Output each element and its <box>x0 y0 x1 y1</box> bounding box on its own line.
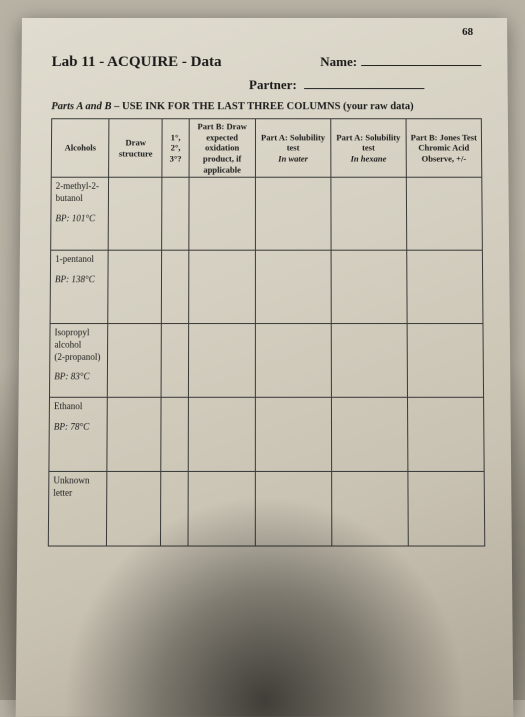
cell-draw[interactable] <box>108 177 162 250</box>
hdr-draw: Draw structure <box>109 119 162 178</box>
lab-title: Lab 11 - ACQUIRE - Data <box>52 54 222 71</box>
table-row: Ethanol BP: 78°C <box>49 397 484 471</box>
table-row: Unknown letter <box>48 472 484 547</box>
partner-blank[interactable] <box>304 88 424 89</box>
hdr-parta-hexane: Part A: Solubility test In hexane <box>331 119 407 178</box>
name-label: Name: <box>320 54 357 70</box>
cell-hexane[interactable] <box>331 324 407 398</box>
cell-water[interactable] <box>255 472 331 547</box>
cell-draw[interactable] <box>107 397 161 471</box>
cell-degree[interactable] <box>162 177 189 250</box>
table-body: 2-methyl-2-butanol BP: 101°C 1-pentanol … <box>48 177 484 546</box>
hdr-jones-sub: Chromic Acid Observe, +/- <box>410 143 479 164</box>
table-row: 1-pentanol BP: 138°C <box>50 250 483 323</box>
row-label: 1-pentanol BP: 138°C <box>50 250 108 323</box>
cell-partb[interactable] <box>188 472 256 547</box>
cell-jones[interactable] <box>407 324 484 398</box>
hdr-parta-water-sub: In water <box>259 153 327 164</box>
cell-degree[interactable] <box>161 472 188 547</box>
cell-draw[interactable] <box>108 324 162 398</box>
cell-hexane[interactable] <box>331 397 407 471</box>
hdr-degree: 1°, 2°, 3°? <box>162 119 189 178</box>
instruction-prefix: Parts A and B <box>51 101 111 112</box>
alcohol-sub: (2-propanol) <box>54 351 100 361</box>
cell-jones[interactable] <box>406 177 482 250</box>
hdr-parta-hexane-sub: In hexane <box>334 153 402 164</box>
cell-partb[interactable] <box>188 324 255 398</box>
partner-row: Partner: <box>192 77 482 93</box>
name-blank[interactable] <box>361 65 481 66</box>
alcohol-bp: BP: 78°C <box>54 421 103 433</box>
alcohol-name: 2-methyl-2-butanol <box>56 181 99 203</box>
instruction-line: Parts A and B – USE INK FOR THE LAST THR… <box>51 101 482 112</box>
row-label: Unknown letter <box>48 472 107 547</box>
cell-jones[interactable] <box>407 397 484 471</box>
cell-water[interactable] <box>255 250 331 323</box>
title-row: Lab 11 - ACQUIRE - Data Name: <box>52 54 482 71</box>
page-number: 68 <box>462 26 473 38</box>
instruction-rest: – USE INK FOR THE LAST THREE COLUMNS (yo… <box>111 101 413 112</box>
hdr-partb-draw: Part B: Draw expected oxidation product,… <box>189 119 256 178</box>
hdr-alcohols: Alcohols <box>51 119 109 178</box>
cell-water[interactable] <box>255 177 331 250</box>
alcohol-bp: BP: 138°C <box>55 274 104 286</box>
row-label: 2-methyl-2-butanol BP: 101°C <box>51 177 109 250</box>
cell-jones[interactable] <box>407 250 483 323</box>
hdr-jones: Part B: Jones Test Chromic Acid Observe,… <box>406 119 482 178</box>
cell-partb[interactable] <box>189 177 256 250</box>
cell-jones[interactable] <box>408 472 485 547</box>
cell-hexane[interactable] <box>331 250 407 323</box>
row-label: Ethanol BP: 78°C <box>49 397 108 471</box>
alcohol-name: Ethanol <box>54 401 82 411</box>
table-row: 2-methyl-2-butanol BP: 101°C <box>51 177 483 250</box>
cell-hexane[interactable] <box>331 177 407 250</box>
alcohol-name: 1-pentanol <box>55 254 94 264</box>
partner-label: Partner: <box>249 77 297 92</box>
row-label: Isopropyl alcohol (2-propanol) BP: 83°C <box>49 324 108 398</box>
hdr-parta-water-top: Part A: Solubility test <box>259 132 327 153</box>
alcohol-name: Isopropyl alcohol <box>54 327 89 349</box>
hdr-parta-water: Part A: Solubility test In water <box>255 119 330 178</box>
cell-degree[interactable] <box>161 324 188 398</box>
cell-water[interactable] <box>255 324 331 398</box>
cell-draw[interactable] <box>107 472 161 547</box>
alcohol-bp: BP: 101°C <box>55 213 104 225</box>
cell-partb[interactable] <box>188 397 255 471</box>
hdr-jones-top: Part B: Jones Test <box>410 132 478 143</box>
cell-water[interactable] <box>255 397 331 471</box>
cell-hexane[interactable] <box>332 472 409 547</box>
cell-degree[interactable] <box>161 397 188 471</box>
hdr-parta-hexane-top: Part A: Solubility test <box>334 132 402 153</box>
cell-degree[interactable] <box>162 250 189 323</box>
worksheet-page: 68 Lab 11 - ACQUIRE - Data Name: Partner… <box>16 18 514 717</box>
alcohol-bp: BP: 83°C <box>54 371 103 383</box>
cell-partb[interactable] <box>188 250 255 323</box>
data-table: Alcohols Draw structure 1°, 2°, 3°? Part… <box>48 118 485 546</box>
alcohol-name: Unknown letter <box>53 475 89 497</box>
cell-draw[interactable] <box>108 250 162 323</box>
header-row: Alcohols Draw structure 1°, 2°, 3°? Part… <box>51 119 482 178</box>
table-row: Isopropyl alcohol (2-propanol) BP: 83°C <box>49 324 483 398</box>
